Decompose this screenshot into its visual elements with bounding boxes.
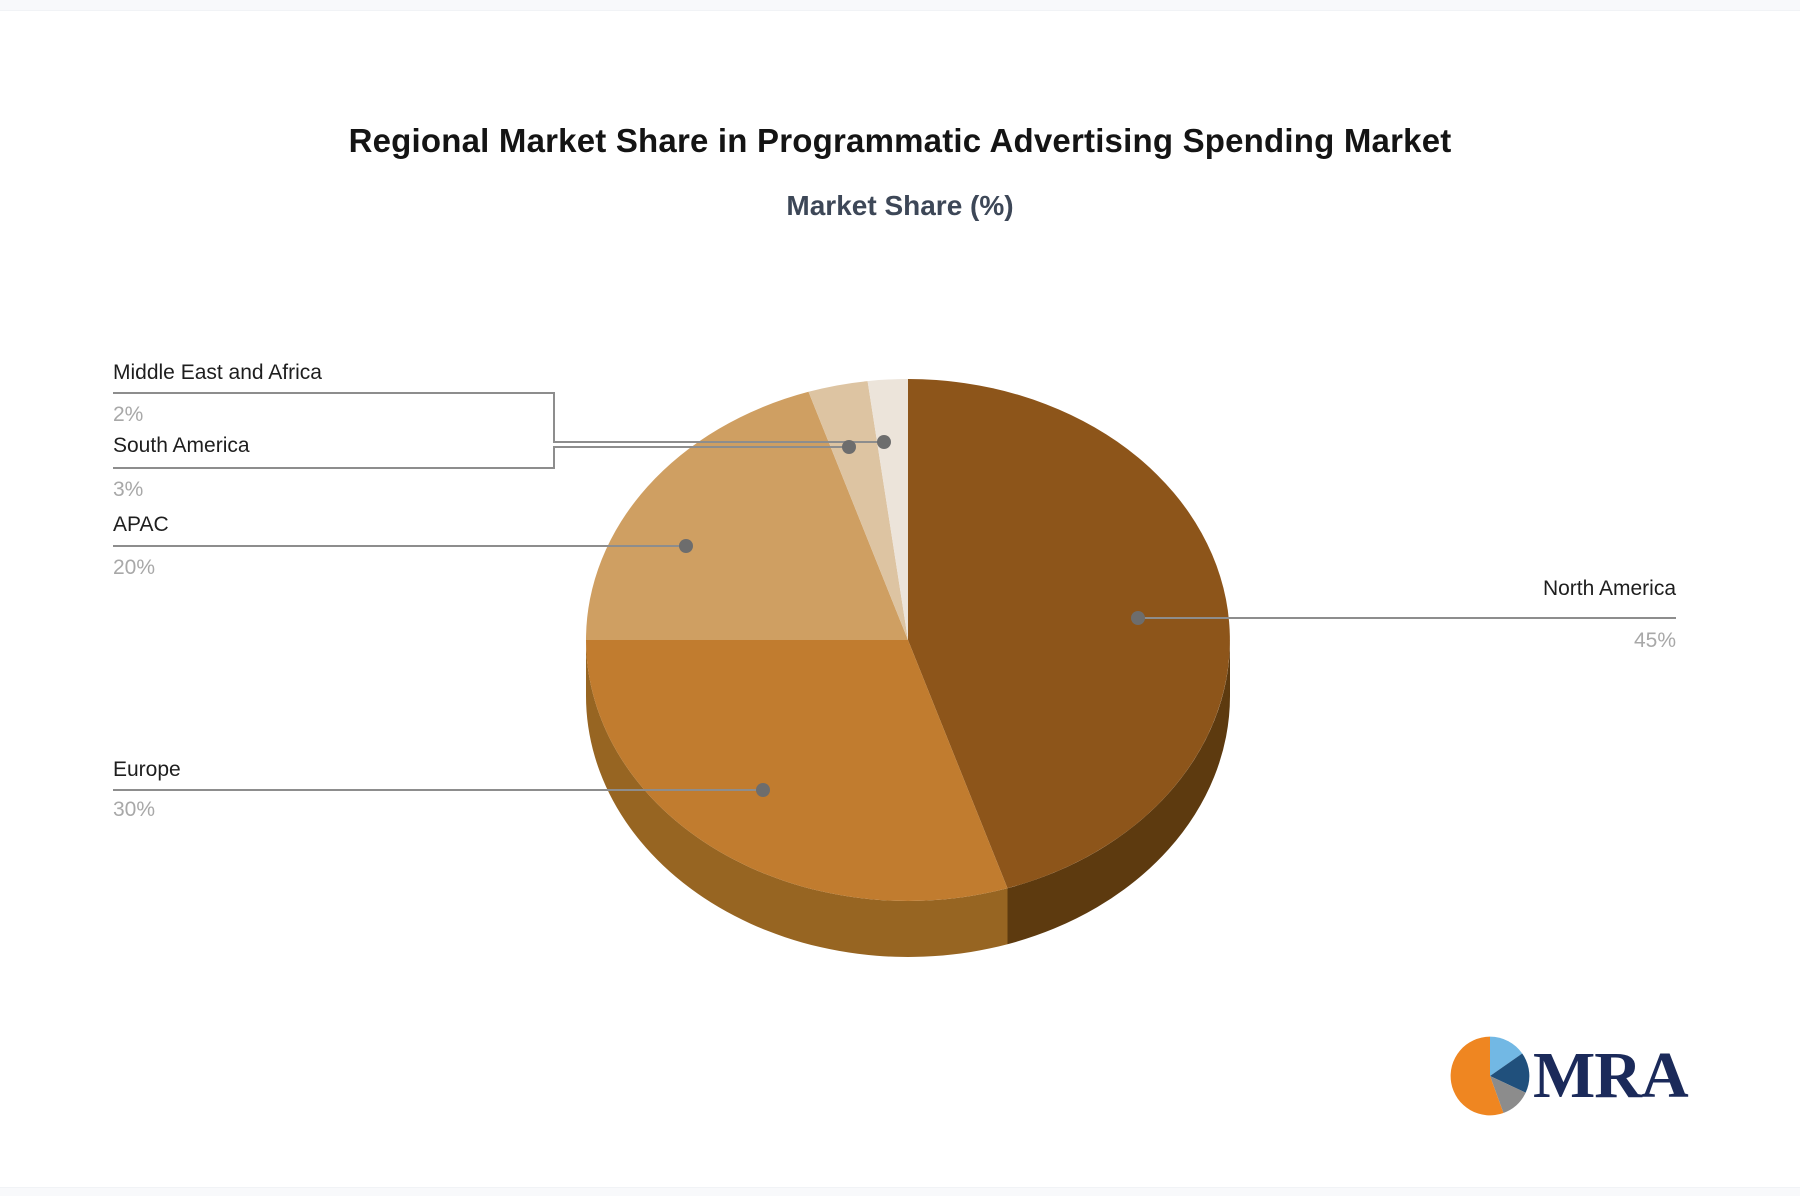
chart-title: Regional Market Share in Programmatic Ad… — [348, 122, 1452, 159]
callout-value-apac: 20% — [113, 556, 156, 579]
logo-slice-gray — [1490, 1076, 1526, 1113]
callout-value-europe: 30% — [113, 798, 156, 821]
callout-label-south-america: South America — [113, 434, 250, 457]
pie-slice-side-north-america — [1007, 640, 1230, 945]
logo-slice-orange — [1450, 1036, 1504, 1116]
logo-slice-navy — [1490, 1053, 1530, 1093]
callout-label-apac: APAC — [113, 513, 169, 536]
pie-slice-south-america — [808, 381, 908, 640]
leader-dot-europe — [756, 783, 770, 797]
leader-dot-south-america — [842, 440, 856, 454]
callout-value-north-america: 45% — [1633, 629, 1676, 652]
logo: MRA — [1449, 1035, 1689, 1117]
page-edge-top — [0, 0, 1800, 11]
pie-slice-north-america — [908, 379, 1230, 889]
callout-value-south-america: 3% — [113, 478, 144, 501]
leader-dot-apac — [679, 539, 693, 553]
leader-line-south-america — [113, 446, 849, 469]
leader-line-middle-east-and-africa — [113, 392, 884, 443]
logo-slice-light-blue — [1490, 1036, 1523, 1076]
page-edge-bottom — [0, 1187, 1800, 1196]
callout-label-europe: Europe — [113, 758, 181, 781]
leader-dot-middle-east-and-africa — [877, 435, 891, 449]
callout-label-north-america: North America — [1542, 577, 1676, 600]
chart-subtitle: Market Share (%) — [786, 190, 1014, 221]
logo-text: MRA — [1533, 1039, 1689, 1112]
pie-slice-apac — [586, 391, 908, 640]
leader-dot-north-america — [1131, 611, 1145, 625]
pie-slice-europe — [586, 640, 1008, 901]
pie-slice-side-europe — [586, 640, 1008, 957]
callout-label-middle-east-and-africa: Middle East and Africa — [113, 361, 322, 384]
logo-pie-icon — [1450, 1036, 1530, 1116]
callout-value-middle-east-and-africa: 2% — [113, 403, 144, 426]
